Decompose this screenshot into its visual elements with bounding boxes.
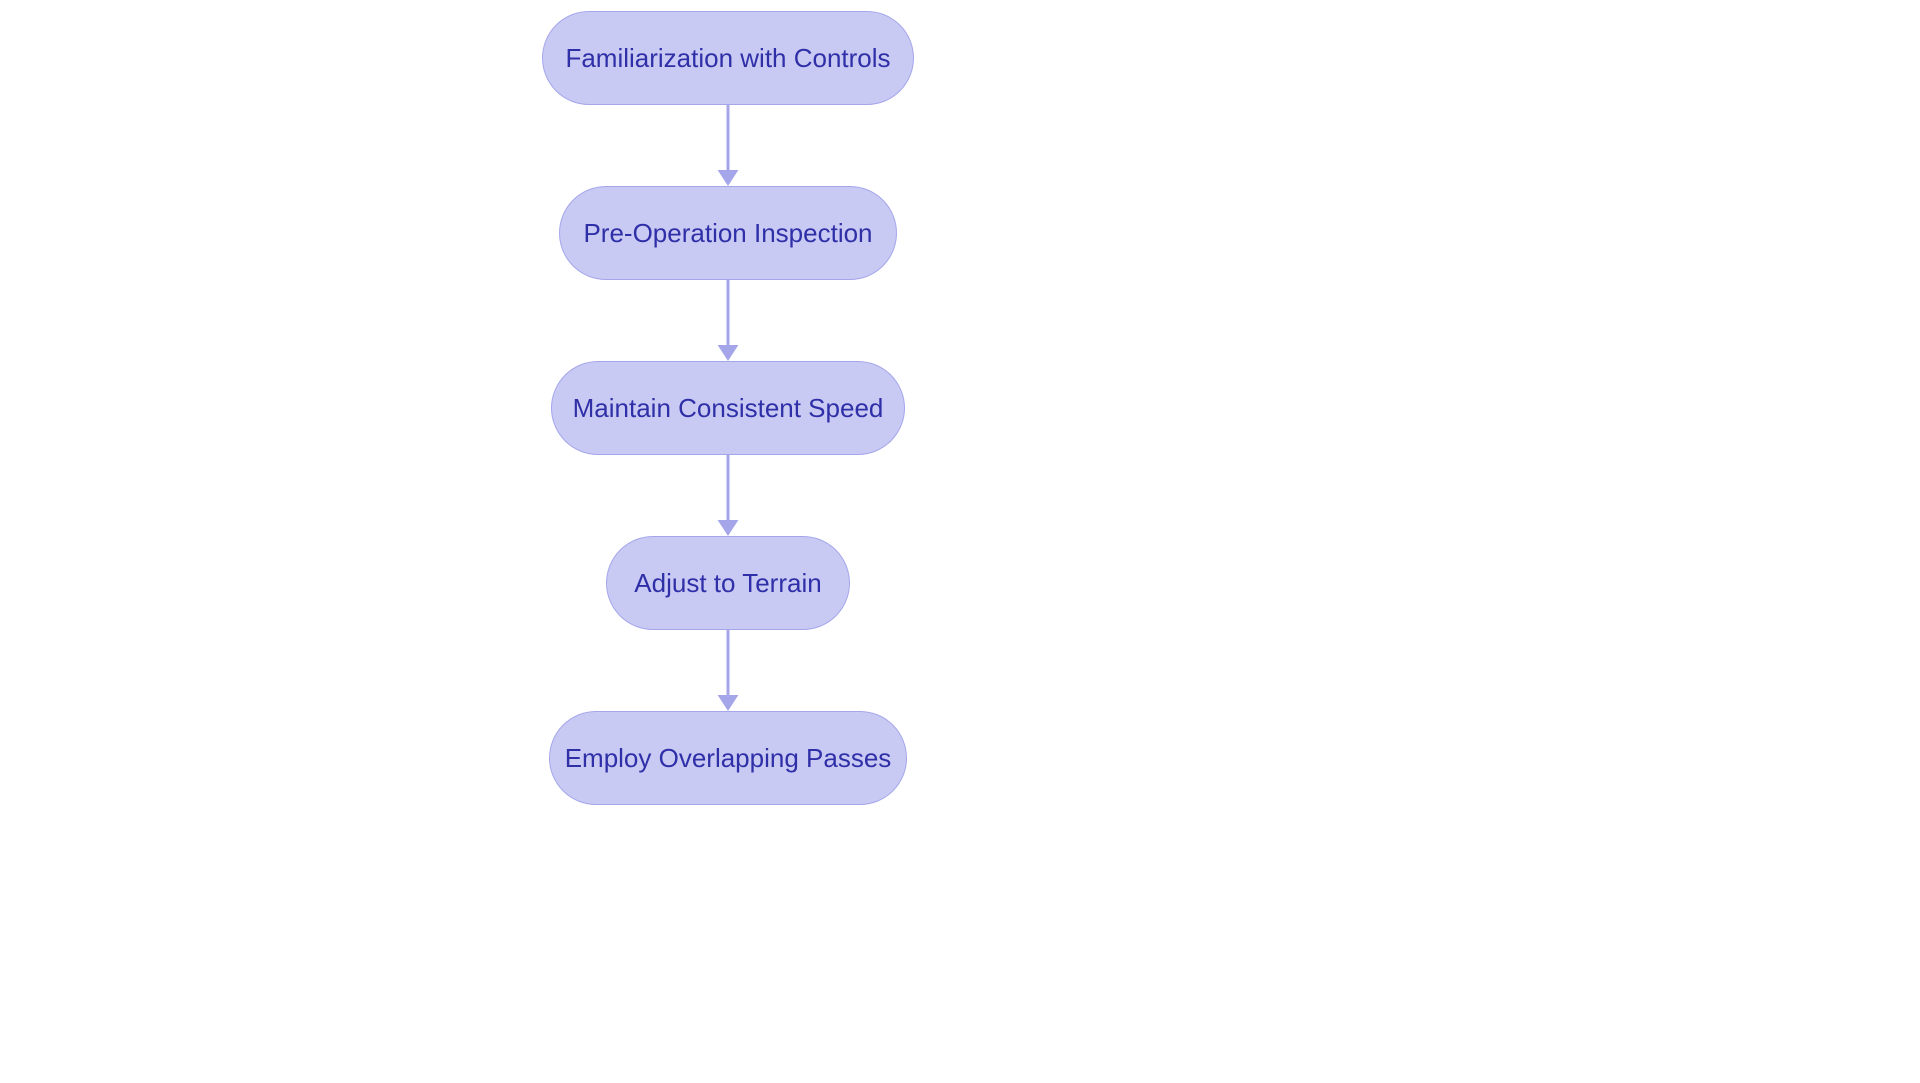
flow-node-n3: Maintain Consistent Speed	[551, 361, 905, 455]
flow-node-n5: Employ Overlapping Passes	[549, 711, 907, 805]
flow-arrow	[708, 105, 748, 186]
flow-node-label: Pre-Operation Inspection	[583, 218, 872, 249]
flow-node-n1: Familiarization with Controls	[542, 11, 914, 105]
flow-arrow	[708, 630, 748, 711]
flow-node-label: Maintain Consistent Speed	[573, 393, 884, 424]
flow-node-label: Adjust to Terrain	[634, 568, 821, 599]
flow-arrow	[708, 280, 748, 361]
flow-node-n4: Adjust to Terrain	[606, 536, 850, 630]
flowchart-canvas: Familiarization with Controls Pre-Operati…	[0, 0, 1920, 1083]
flow-node-label: Employ Overlapping Passes	[565, 743, 892, 774]
flow-arrow	[708, 455, 748, 536]
flow-node-n2: Pre-Operation Inspection	[559, 186, 897, 280]
flow-node-label: Familiarization with Controls	[565, 43, 890, 74]
